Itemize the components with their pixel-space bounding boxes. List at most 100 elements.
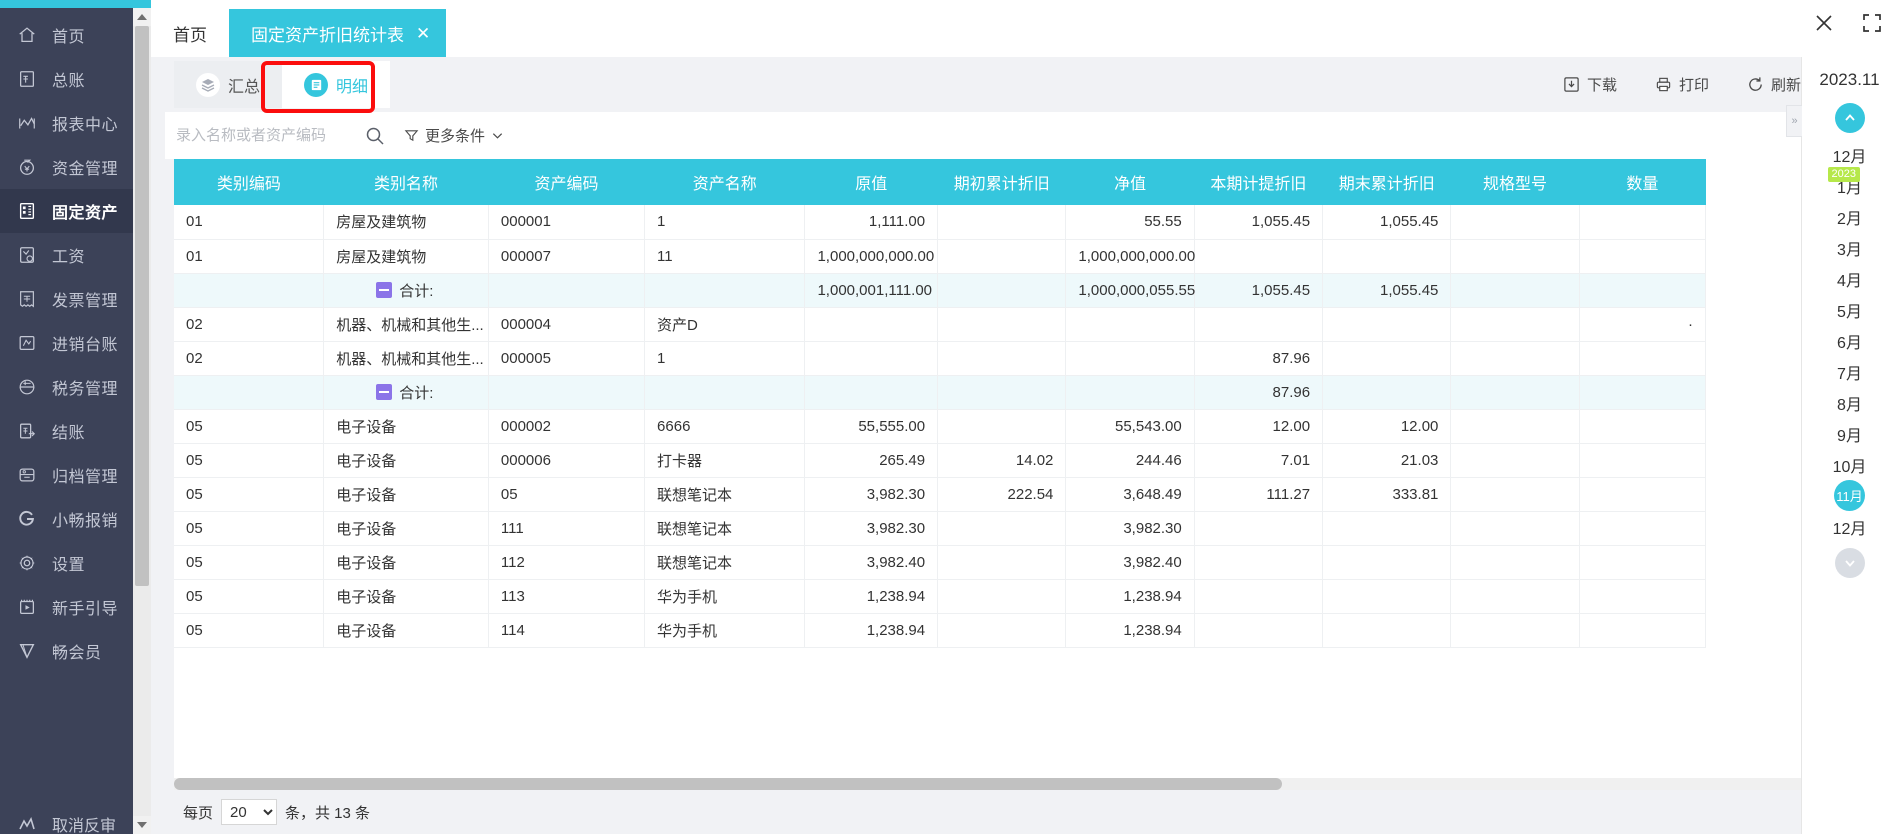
table-hscroll-thumb[interactable] (174, 778, 1282, 790)
print-button[interactable]: 打印 (1655, 74, 1709, 95)
seg-summary[interactable]: 汇总 (174, 61, 283, 108)
table-row[interactable]: 01 房屋及建筑物 000001 1 1,111.00 55.55 1,055.45 1,05… (174, 205, 1707, 240)
table-subtotal-row[interactable]: 合计: 1,000,001,111.00 1,000,000,055.55 1,055… (174, 273, 1707, 308)
sidebar-scrollbar[interactable] (133, 8, 151, 834)
sidebar-item-label: 进销台账 (52, 337, 119, 354)
sidebar-item-5[interactable]: 工资 (0, 233, 151, 277)
month-item[interactable]: 12月 (1832, 520, 1867, 538)
month-item[interactable]: 8月 (1837, 396, 1862, 414)
table-header-cell[interactable]: 资产名称 (644, 159, 805, 205)
table-row[interactable]: 05 电子设备 112 联想笔记本 3,982.40 3,982.40 (174, 545, 1707, 580)
table-header-cell[interactable]: 类别名称 (323, 159, 489, 205)
window-maximize-icon[interactable] (1857, 8, 1887, 38)
month-item[interactable]: 3月 (1837, 241, 1862, 259)
sidebar-scroll-down[interactable] (133, 816, 151, 834)
rail-scroll-up-icon[interactable] (1834, 103, 1865, 133)
search-input[interactable] (174, 123, 358, 148)
month-item[interactable]: 11月 (1834, 480, 1865, 511)
table-row[interactable]: 02 机器、机械和其他生... 000005 1 87.96 (174, 341, 1707, 376)
download-button[interactable]: 下载 (1563, 74, 1617, 95)
month-item[interactable]: 12月 (1832, 148, 1867, 166)
collapse-group-icon[interactable] (376, 384, 393, 400)
table-row[interactable]: 05 电子设备 113 华为手机 1,238.94 1,238.94 (174, 579, 1707, 614)
sidebar-scroll-thumb[interactable] (135, 26, 149, 586)
table-cell: 05 (488, 477, 646, 512)
month-item[interactable]: 7月 (1837, 365, 1862, 383)
table-header-cell[interactable]: 本期计提折旧 (1194, 159, 1323, 205)
month-item[interactable]: 1月 (1837, 179, 1862, 197)
sidebar-item-1[interactable]: 总账 (0, 57, 151, 101)
table-cell: 55,543.00 (1065, 409, 1195, 444)
table-row[interactable]: 01 房屋及建筑物 000007 11 1,000,000,000.00 1,000,00… (174, 239, 1707, 274)
more-conditions-button[interactable]: 更多条件 (404, 125, 504, 146)
table-header-cell[interactable]: 规格型号 (1450, 159, 1580, 205)
sidebar-item-partial-label: 取消反审 (52, 818, 117, 834)
table-row[interactable]: 05 电子设备 111 联想笔记本 3,982.30 3,982.30 (174, 511, 1707, 546)
sidebar-item-label: 新手引导 (52, 601, 119, 618)
table-cell (804, 341, 939, 376)
table-cell (937, 239, 1067, 274)
rail-collapse-button[interactable]: » (1786, 105, 1802, 137)
table-row[interactable]: 05 电子设备 114 华为手机 1,238.94 1,238.94 (174, 613, 1707, 648)
close-icon[interactable]: ✕ (416, 23, 431, 43)
sidebar-item-2[interactable]: 报表中心 (0, 101, 151, 145)
sidebar-item-11[interactable]: 小畅报销 (0, 497, 151, 541)
table-header-cell[interactable]: 净值 (1065, 159, 1195, 205)
table-cell: 1,000,000,000.00 (804, 239, 939, 274)
table-header-cell[interactable]: 类别编码 (174, 159, 324, 205)
month-item[interactable]: 5月 (1837, 303, 1862, 321)
sidebar-item-3[interactable]: 资金管理 (0, 145, 151, 189)
rail-scroll-down-icon[interactable] (1834, 548, 1865, 578)
tab-home[interactable]: 首页 (151, 9, 229, 57)
table-subtotal-row[interactable]: 合计: 87.96 (174, 375, 1707, 410)
print-label: 打印 (1678, 77, 1709, 94)
sidebar-item-9[interactable]: 结账 (0, 409, 151, 453)
table-cell: 1 (644, 205, 806, 240)
sidebar-item-14[interactable]: 畅会员 (0, 629, 151, 673)
table-cell (1579, 205, 1707, 240)
table-cell (1194, 579, 1324, 614)
table-header-cell[interactable]: 资产编码 (488, 159, 645, 205)
table-header-cell[interactable]: 期初累计折旧 (937, 159, 1066, 205)
report-table-container[interactable]: 类别编码 类别名称 资产编码 资产名称 原值 期初累计折旧 净值 本期计提折旧 期末累计折旧 规格… (174, 159, 1801, 778)
sidebar-item-partial[interactable]: 取消反审 (0, 814, 151, 834)
search-button[interactable] (358, 119, 392, 153)
sidebar-item-8[interactable]: 税务管理 (0, 365, 151, 409)
month-item[interactable]: 4月 (1837, 272, 1862, 290)
sidebar-item-4[interactable]: 固定资产 (0, 189, 151, 233)
month-item[interactable]: 9月 (1837, 427, 1862, 445)
year-badge: 2023 (1827, 167, 1860, 183)
refresh-button[interactable]: 刷新 (1747, 74, 1801, 95)
table-cell: 电子设备 (323, 443, 489, 478)
table-header-cell[interactable]: 原值 (804, 159, 938, 205)
sidebar-item-13[interactable]: 新手引导 (0, 585, 151, 629)
month-item[interactable]: 10月 (1832, 458, 1867, 476)
table-row[interactable]: 05 电子设备 05 联想笔记本 3,982.30 222.54 3,648.49 111.2… (174, 477, 1707, 512)
table-row[interactable]: 02 机器、机械和其他生... 000004 资产D · (174, 307, 1707, 342)
tab-fixed-asset-depreciation[interactable]: 固定资产折旧统计表 ✕ (229, 9, 447, 57)
month-item[interactable]: 6月 (1837, 334, 1862, 352)
table-header-cell[interactable]: 期末累计折旧 (1322, 159, 1451, 205)
sidebar-item-0[interactable]: 首页 (0, 13, 151, 57)
invoice-icon (14, 287, 40, 311)
window-close-icon[interactable] (1809, 8, 1839, 38)
table-row[interactable]: 05 电子设备 000006 打卡器 265.49 14.02 244.46 7.01 21.0… (174, 443, 1707, 478)
table-header-cell[interactable]: 数量 (1579, 159, 1706, 205)
table-horizontal-scrollbar[interactable] (174, 778, 1801, 790)
table-cell: 21.03 (1322, 443, 1452, 478)
table-cell (1579, 511, 1707, 546)
sidebar-item-label: 工资 (52, 249, 86, 266)
table-cell (1579, 409, 1707, 444)
seg-detail[interactable]: 明细 (282, 61, 391, 108)
sidebar-item-6[interactable]: 发票管理 (0, 277, 151, 321)
sidebar-scroll-up[interactable] (133, 8, 151, 26)
table-cell: 87.96 (1194, 375, 1324, 410)
sidebar-item-12[interactable]: 设置 (0, 541, 151, 585)
table-cell: 05 (174, 443, 325, 478)
table-row[interactable]: 05 电子设备 000002 6666 55,555.00 55,543.00 12.00 1… (174, 409, 1707, 444)
sidebar-item-10[interactable]: 归档管理 (0, 453, 151, 497)
collapse-group-icon[interactable] (376, 282, 393, 298)
sidebar-item-7[interactable]: 进销台账 (0, 321, 151, 365)
month-item[interactable]: 2月 (1837, 210, 1862, 228)
per-page-select[interactable]: 2050100 (221, 799, 278, 825)
